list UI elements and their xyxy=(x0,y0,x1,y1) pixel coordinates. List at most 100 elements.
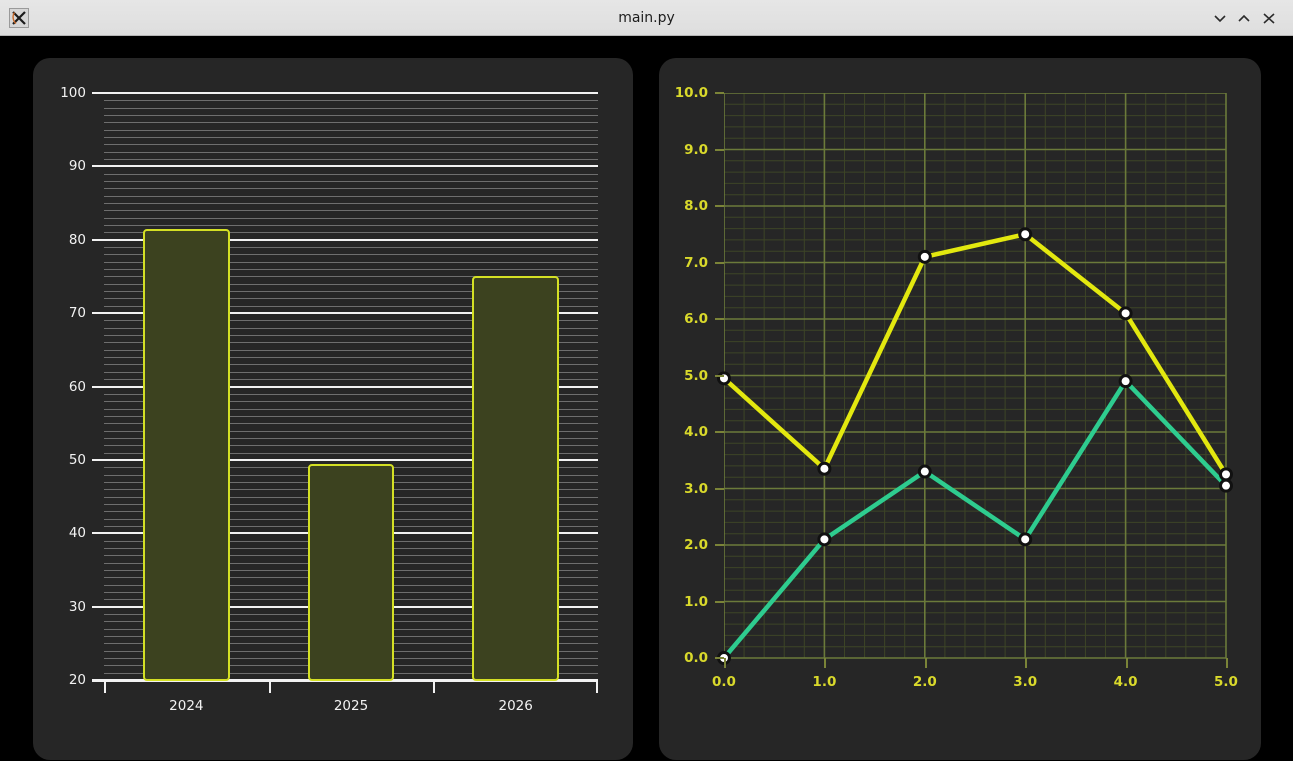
bar-gridline-minor xyxy=(104,393,598,395)
bar-gridline-minor xyxy=(104,225,598,227)
bar-gridline-minor xyxy=(104,276,598,278)
bar-gridline-minor xyxy=(104,188,598,190)
line-data-point-marker[interactable] xyxy=(1018,227,1033,242)
bar-y-tick-label: 90 xyxy=(68,158,86,175)
bar-rect[interactable] xyxy=(307,463,395,681)
content-area: 20 30 40 50 60 70 80 90 100 2024 2025 2026 0.0 1.0 2.… xyxy=(0,36,1293,761)
line-data-point-marker[interactable] xyxy=(1219,467,1233,482)
bar-gridline-minor xyxy=(104,210,598,212)
line-y-tickmark xyxy=(715,261,724,264)
line-x-tick-label: 4.0 xyxy=(1113,674,1138,690)
line-x-tick-label: 3.0 xyxy=(1013,674,1038,690)
bar-chart-plot-area: 20 30 40 50 60 70 80 90 100 2024 2025 2026 xyxy=(60,85,598,714)
title-bar[interactable]: main.py xyxy=(0,0,1293,36)
bar-gridline-minor xyxy=(104,247,598,249)
line-x-tickmark xyxy=(1025,658,1028,668)
line-x-tickmark xyxy=(724,658,726,668)
line-data-point-marker[interactable] xyxy=(817,461,832,476)
bar-x-tick-label: 2025 xyxy=(333,698,369,714)
bar-y-tick-label: 60 xyxy=(68,378,86,395)
bar-y-tickmark xyxy=(92,458,104,461)
bar-gridline-minor xyxy=(104,415,598,417)
line-data-point-marker[interactable] xyxy=(1018,532,1033,547)
bar-rect[interactable] xyxy=(472,276,559,681)
bar-y-tick-label: 70 xyxy=(68,305,86,322)
line-y-tickmark xyxy=(715,657,724,659)
bar-gridline-minor xyxy=(104,320,598,322)
close-button[interactable] xyxy=(1258,8,1280,28)
bar-x-tick-label: 2026 xyxy=(498,698,533,714)
bar-x-tickmark xyxy=(596,680,598,693)
bar-y-tick-label: 20 xyxy=(68,672,86,688)
line-y-tick-label: 8.0 xyxy=(684,198,708,214)
bar-gridline-minor xyxy=(104,261,598,263)
line-y-tick-label: 6.0 xyxy=(684,311,708,327)
bar-rect[interactable] xyxy=(143,228,230,681)
bar-gridline-minor xyxy=(104,181,598,183)
bar-gridline-minor xyxy=(104,203,598,205)
bar-gridline-minor xyxy=(104,129,598,131)
line-y-tick-label: 5.0 xyxy=(684,367,708,384)
bar-gridline-minor xyxy=(104,349,598,351)
bar-y-tick-label: 80 xyxy=(68,231,86,248)
line-data-point-marker[interactable] xyxy=(817,532,832,547)
line-y-tick-label: 9.0 xyxy=(684,141,708,158)
bar-x-axis-line xyxy=(92,680,598,682)
bar-y-tickmark xyxy=(92,165,104,168)
bar-gridline-minor xyxy=(104,115,598,116)
bar-y-tickmark xyxy=(92,605,104,608)
line-series-path xyxy=(721,378,1229,661)
line-data-point-marker[interactable] xyxy=(1219,478,1233,493)
bar-y-tick-label: 40 xyxy=(68,525,86,542)
bar-y-tick-label: 50 xyxy=(68,451,86,468)
maximize-button[interactable] xyxy=(1233,8,1255,28)
line-series-path xyxy=(721,232,1229,477)
bar-gridline-minor xyxy=(104,137,598,139)
line-chart-panel: 0.0 1.0 2.0 3.0 4.0 5.0 6.0 7.0 8.0 9.0 10.0 0.0 1.0… xyxy=(659,58,1261,760)
bar-y-tickmark xyxy=(92,532,104,535)
x-logo-icon xyxy=(9,8,29,28)
bar-gridline-minor xyxy=(104,327,598,329)
line-y-tick-label: 1.0 xyxy=(684,593,708,610)
bar-gridline-major xyxy=(104,238,598,241)
line-data-point-marker[interactable] xyxy=(917,464,932,479)
line-y-tickmark xyxy=(715,318,724,320)
bar-gridline-minor xyxy=(104,254,598,256)
bar-y-tickmark xyxy=(92,92,104,94)
bar-gridline-minor xyxy=(104,430,598,432)
line-x-tickmark xyxy=(824,658,827,668)
line-x-tickmark xyxy=(1226,658,1228,668)
line-x-tick-label: 1.0 xyxy=(812,674,837,690)
bar-x-tickmark xyxy=(433,680,436,693)
bar-gridline-minor xyxy=(104,232,598,234)
window-title: main.py xyxy=(618,10,675,26)
bar-gridline-minor xyxy=(104,401,598,403)
bar-x-tickmark xyxy=(268,680,271,693)
line-x-tickmark xyxy=(1125,658,1128,668)
line-y-tickmark xyxy=(715,205,724,207)
bar-x-tick-label: 2024 xyxy=(169,698,204,714)
bar-gridline-major xyxy=(104,385,598,388)
bar-gridline-minor xyxy=(104,217,598,219)
line-y-tick-label: 4.0 xyxy=(684,424,708,440)
bar-gridline-minor xyxy=(104,379,598,381)
bar-gridline-major xyxy=(104,458,598,461)
bar-gridline-minor xyxy=(104,437,598,439)
line-data-point-marker[interactable] xyxy=(1118,374,1133,389)
bar-gridline-minor xyxy=(104,371,598,373)
bar-gridline-minor xyxy=(104,173,598,175)
line-data-point-marker[interactable] xyxy=(917,249,932,264)
line-x-tick-label: 2.0 xyxy=(912,674,937,690)
bar-gridline-minor xyxy=(104,269,598,271)
line-data-point-marker[interactable] xyxy=(1118,306,1133,321)
line-y-tickmark xyxy=(715,92,724,94)
bar-gridline-minor xyxy=(104,122,598,124)
bar-gridline-minor xyxy=(104,305,598,307)
bar-gridline-minor xyxy=(104,159,598,161)
line-chart-gridlines xyxy=(724,93,1227,659)
bar-y-tickmark xyxy=(92,238,104,241)
minimize-button[interactable] xyxy=(1209,8,1231,28)
bar-gridline-minor xyxy=(104,298,598,300)
bar-gridline-major xyxy=(104,312,598,315)
